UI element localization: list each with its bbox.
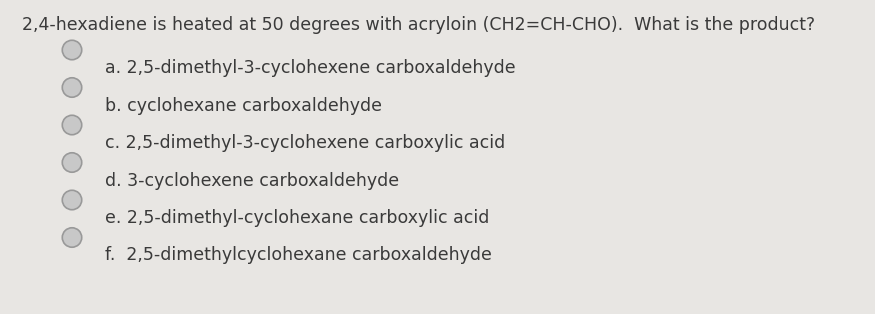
Circle shape <box>62 115 81 135</box>
Text: f.  2,5-dimethylcyclohexane carboxaldehyde: f. 2,5-dimethylcyclohexane carboxaldehyd… <box>105 246 492 264</box>
Circle shape <box>62 153 81 172</box>
Text: d. 3-cyclohexene carboxaldehyde: d. 3-cyclohexene carboxaldehyde <box>105 171 399 190</box>
Text: 2,4-hexadiene is heated at 50 degrees with acryloin (CH2=CH-CHO).  What is the p: 2,4-hexadiene is heated at 50 degrees wi… <box>22 16 816 34</box>
Text: e. 2,5-dimethyl-cyclohexane carboxylic acid: e. 2,5-dimethyl-cyclohexane carboxylic a… <box>105 209 489 227</box>
Circle shape <box>62 40 81 60</box>
Circle shape <box>62 78 81 97</box>
Text: c. 2,5-dimethyl-3-cyclohexene carboxylic acid: c. 2,5-dimethyl-3-cyclohexene carboxylic… <box>105 134 505 152</box>
Text: a. 2,5-dimethyl-3-cyclohexene carboxaldehyde: a. 2,5-dimethyl-3-cyclohexene carboxalde… <box>105 59 515 77</box>
Text: b. cyclohexane carboxaldehyde: b. cyclohexane carboxaldehyde <box>105 96 382 115</box>
Circle shape <box>62 190 81 210</box>
Circle shape <box>62 228 81 247</box>
